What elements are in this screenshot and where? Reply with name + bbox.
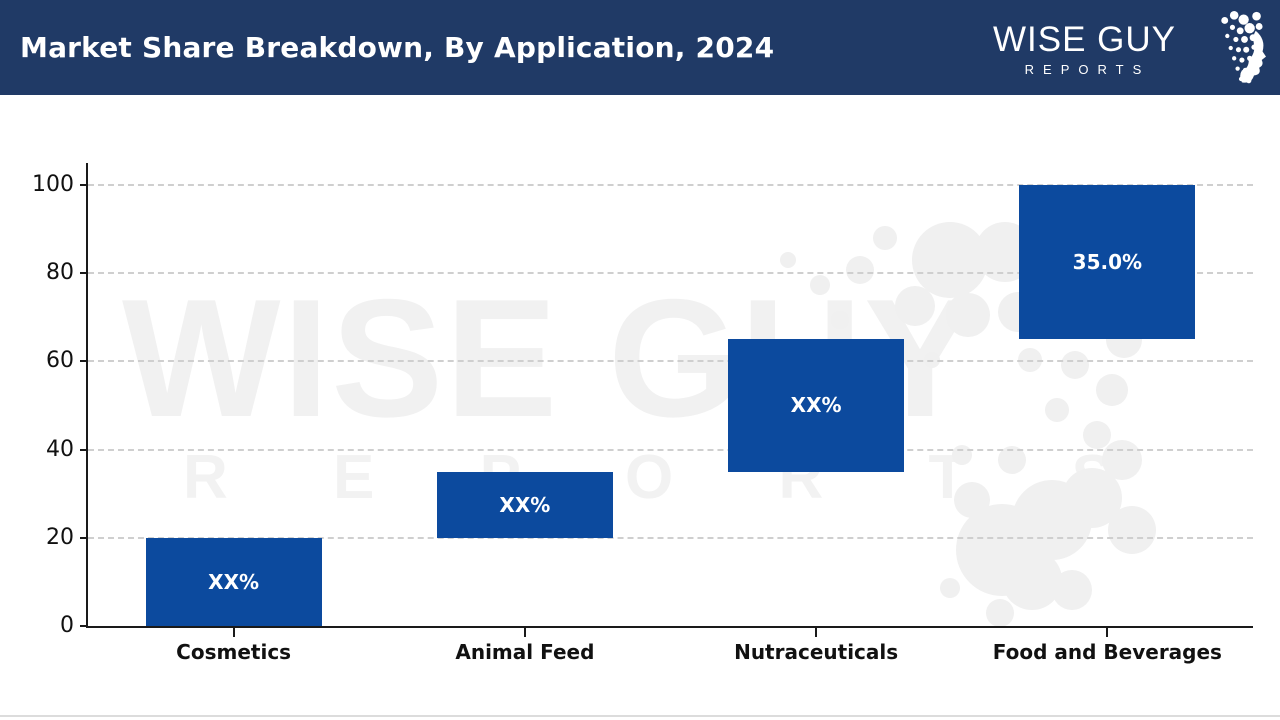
x-category-label: Nutraceuticals xyxy=(734,640,899,664)
y-tick-60 xyxy=(80,360,88,363)
gridline-20 xyxy=(88,536,1253,539)
bar-value-label: XX% xyxy=(208,569,260,594)
bar-food-and-beverages: 35.0% xyxy=(1019,185,1196,340)
x-axis-line xyxy=(86,626,1253,628)
y-tick-label-40: 40 xyxy=(46,436,74,462)
y-tick-0 xyxy=(80,625,88,627)
x-tick-3 xyxy=(1106,628,1109,637)
page-title: Market Share Breakdown, By Application, … xyxy=(20,31,775,64)
x-category-label: Animal Feed xyxy=(455,640,595,664)
y-tick-label-20: 20 xyxy=(46,524,74,550)
x-tick-0 xyxy=(232,628,235,637)
gridline-40 xyxy=(88,448,1253,451)
bar-value-label: XX% xyxy=(499,492,551,517)
y-tick-80 xyxy=(80,272,88,275)
brand-subname: REPORTS xyxy=(1024,61,1151,77)
x-category-label: Food and Beverages xyxy=(992,640,1222,664)
bar-nutraceuticals: XX% xyxy=(728,339,905,472)
y-tick-40 xyxy=(80,448,88,451)
logo-dot-face-icon xyxy=(1221,11,1266,84)
y-tick-label-100: 100 xyxy=(32,172,74,197)
gridline-100 xyxy=(88,184,1253,186)
bar-value-label: XX% xyxy=(790,393,842,418)
y-tick-label-60: 60 xyxy=(46,348,74,374)
bar-value-label: 35.0% xyxy=(1072,250,1143,275)
bar-animal-feed: XX% xyxy=(436,471,613,538)
x-tick-1 xyxy=(523,628,526,637)
header-bar: Market Share Breakdown, By Application, … xyxy=(0,0,1280,95)
x-category-label: Cosmetics xyxy=(176,640,292,664)
footer-divider xyxy=(0,715,1280,717)
brand-logo: WISE GUY REPORTS xyxy=(993,6,1266,90)
bar-cosmetics: XX% xyxy=(145,537,322,626)
gridline-80 xyxy=(88,272,1253,275)
y-tick-100 xyxy=(80,184,88,186)
brand-name: WISE GUY xyxy=(992,19,1176,59)
y-tick-label-80: 80 xyxy=(46,260,74,286)
x-tick-2 xyxy=(815,628,818,637)
y-tick-label-0: 0 xyxy=(60,613,74,638)
gridline-60 xyxy=(88,360,1253,363)
y-tick-20 xyxy=(80,536,88,539)
y-axis-line xyxy=(86,163,88,628)
brand-logo-text: WISE GUY REPORTS xyxy=(993,20,1176,77)
